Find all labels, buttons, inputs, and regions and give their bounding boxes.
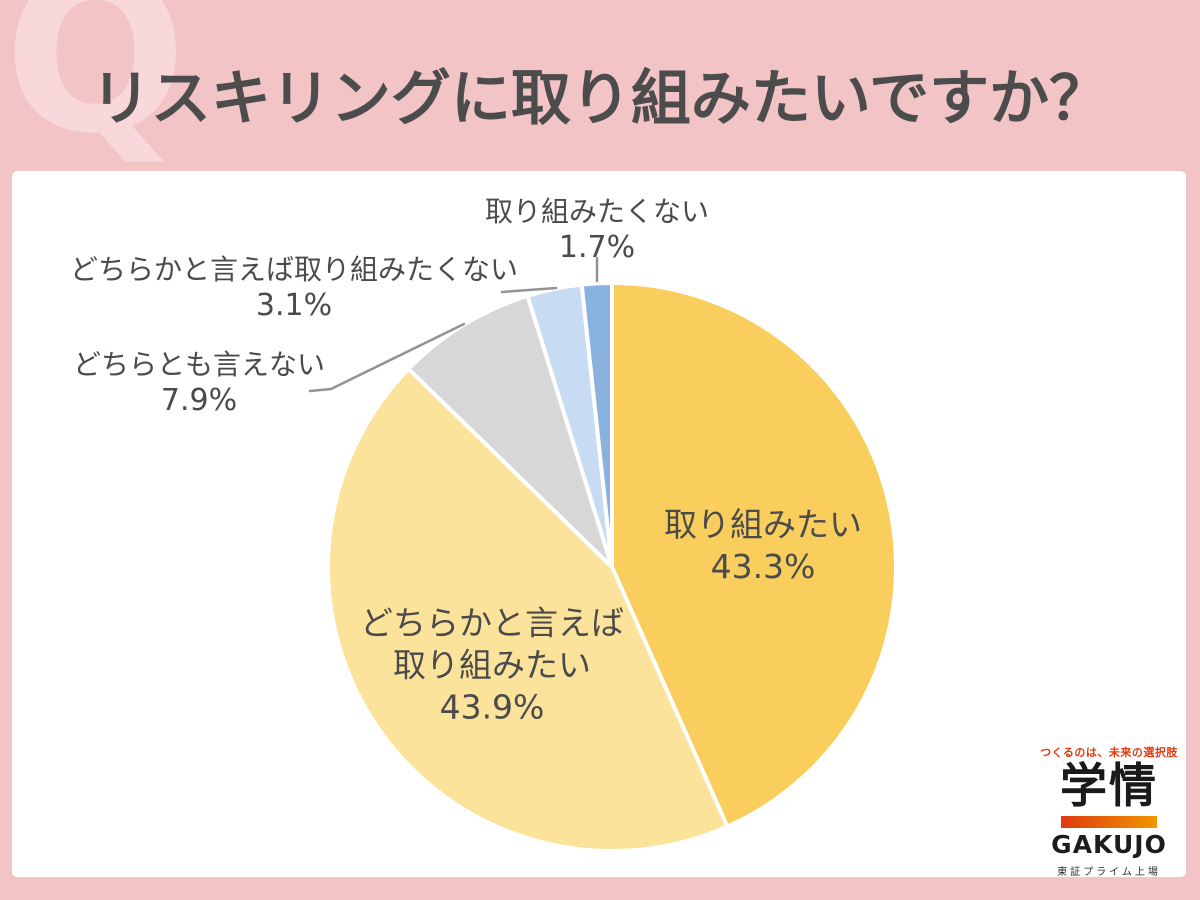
gakujo-logo: つくるのは、未来の選択肢 学情 GAKUJO 東証プライム上場 bbox=[1038, 744, 1180, 878]
pie-label-rather-not: どちらかと言えば取り組みたくない 3.1% bbox=[70, 252, 518, 325]
logo-brand-kanji: 学情 bbox=[1060, 759, 1158, 814]
pie-label-want-to: 取り組みたい 43.3% bbox=[664, 504, 862, 588]
pie-label-want-to-text: 取り組みたい bbox=[664, 504, 862, 544]
pie-label-neither: どちらとも言えない 7.9% bbox=[73, 347, 325, 420]
page-title: リスキリングに取り組みたいですか？ bbox=[90, 64, 1110, 134]
q-watermark: Q bbox=[4, 0, 187, 181]
pie-label-rather-not-text: どちらかと言えば取り組みたくない bbox=[69, 252, 519, 286]
pie-slice-4 bbox=[579, 280, 614, 569]
pie-slice-0 bbox=[610, 281, 898, 829]
logo-tagline: つくるのは、未来の選択肢 bbox=[1040, 746, 1178, 759]
pie-label-rather-want-to: どちらかと言えば 取り組みたい 43.9% bbox=[360, 603, 624, 730]
pie-label-rather-want-to-value: 43.9% bbox=[439, 688, 545, 728]
pie-label-rather-not-value: 3.1% bbox=[255, 287, 333, 323]
pie-label-rather-want-to-text-1: どちらかと言えば bbox=[360, 603, 624, 643]
pie-slice-1 bbox=[326, 366, 730, 853]
pie-slices-group bbox=[326, 280, 898, 853]
pie-label-rather-want-to-text-2: 取り組みたい bbox=[393, 645, 591, 685]
pie-label-not: 取り組みたくない 1.7% bbox=[485, 194, 709, 267]
leader-lines-group bbox=[308, 256, 599, 393]
pie-label-not-text: 取り組みたくない bbox=[484, 194, 710, 228]
logo-gradient-bar bbox=[1061, 816, 1157, 829]
logo-brand-roman: GAKUJO bbox=[1051, 830, 1167, 860]
pie-label-want-to-value: 43.3% bbox=[710, 547, 816, 586]
pie-label-not-value: 1.7% bbox=[558, 229, 636, 265]
logo-listing-text: 東証プライム上場 bbox=[1057, 867, 1161, 879]
leader-line-rather-not bbox=[500, 286, 558, 294]
leader-line-neither bbox=[308, 322, 466, 393]
pie-label-neither-value: 7.9% bbox=[160, 382, 238, 418]
pie-label-neither-text: どちらとも言えない bbox=[72, 347, 326, 381]
